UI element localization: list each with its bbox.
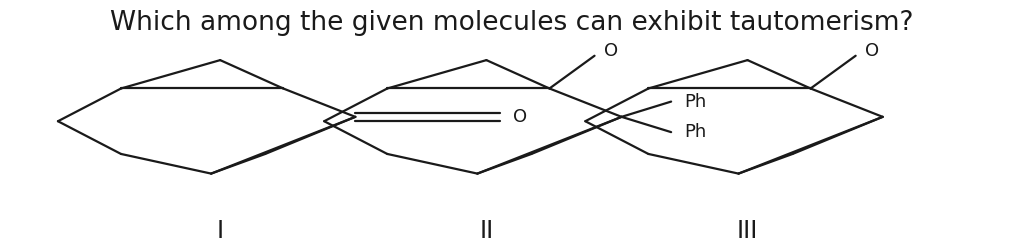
Text: III: III	[737, 219, 758, 243]
Text: II: II	[479, 219, 494, 243]
Text: Ph: Ph	[685, 123, 707, 141]
Text: Ph: Ph	[685, 93, 707, 111]
Text: O: O	[513, 108, 527, 126]
Text: O: O	[603, 42, 617, 60]
Text: O: O	[864, 42, 879, 60]
Text: Which among the given molecules can exhibit tautomerism?: Which among the given molecules can exhi…	[111, 10, 913, 36]
Text: I: I	[217, 219, 223, 243]
